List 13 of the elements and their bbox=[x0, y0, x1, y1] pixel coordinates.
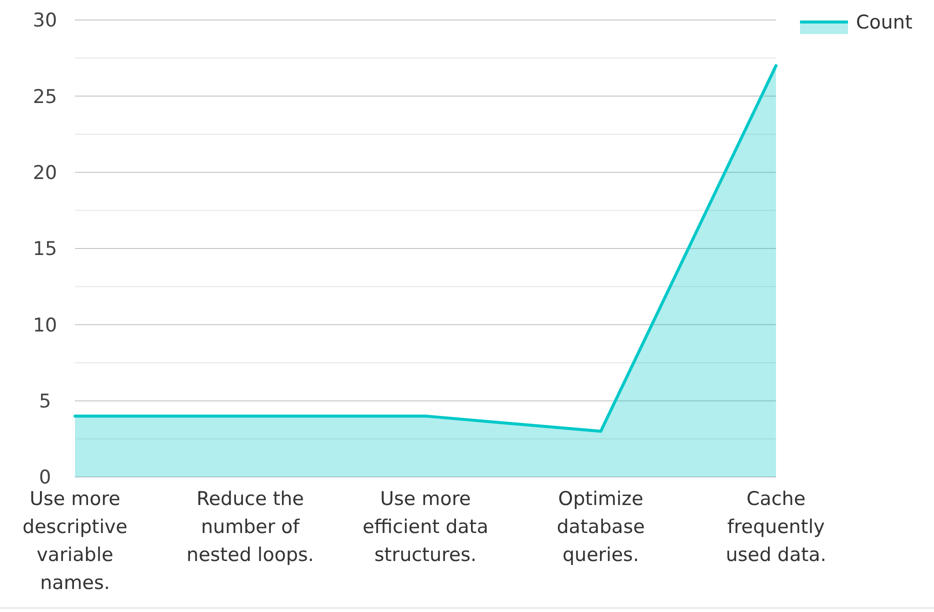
x-tick-label: Cache frequently used data. bbox=[726, 488, 826, 566]
y-tick-label: 10 bbox=[32, 314, 58, 336]
legend-label: Count bbox=[856, 12, 912, 34]
y-tick-label: 15 bbox=[32, 238, 58, 260]
y-tick-label: 20 bbox=[32, 162, 58, 184]
x-tick-label: Use more efficient data structures. bbox=[362, 488, 488, 566]
y-tick-label: 5 bbox=[38, 390, 52, 412]
x-tick-label: Reduce the number of nested loops. bbox=[186, 488, 314, 566]
x-tick-label: Use more descriptive variable names. bbox=[22, 488, 128, 594]
x-tick-label: Optimize database queries. bbox=[556, 488, 645, 566]
y-tick-label: 0 bbox=[38, 466, 52, 489]
y-tick-label: 30 bbox=[32, 10, 58, 32]
y-tick-label: 25 bbox=[32, 86, 58, 108]
